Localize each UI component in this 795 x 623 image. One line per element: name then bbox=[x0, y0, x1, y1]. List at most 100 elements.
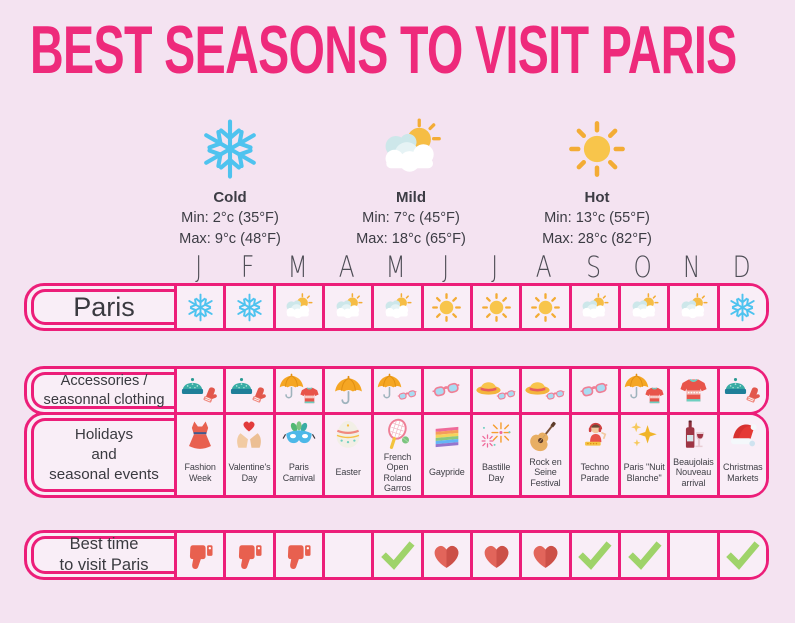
sun-behind-cloud-icon bbox=[378, 116, 444, 182]
event-caption: Techno Parade bbox=[580, 462, 610, 483]
wine-icon bbox=[676, 418, 710, 452]
snowflake-icon bbox=[197, 116, 263, 182]
best_time-cell bbox=[223, 533, 273, 577]
best_time-cell bbox=[617, 533, 668, 577]
accessories-cell bbox=[420, 369, 470, 412]
page-title: BEST SEASONS TO VISIT PARIS bbox=[30, 11, 737, 88]
best-time-cells bbox=[174, 533, 766, 577]
event-caption: Bastille Day bbox=[482, 462, 511, 483]
check-icon bbox=[380, 538, 415, 573]
best-time-row-label-cell: Best time to visit Paris bbox=[31, 535, 174, 574]
tennis-icon bbox=[380, 418, 414, 452]
legend-cold-name: Cold bbox=[213, 189, 247, 206]
holidays-cell: Rock en Seine Festival bbox=[519, 415, 569, 495]
heart-icon bbox=[479, 538, 514, 573]
suncloud-icon bbox=[333, 292, 364, 323]
holidays-label-line2: and bbox=[91, 446, 117, 463]
heart-icon bbox=[429, 538, 464, 573]
thumbdown-icon bbox=[281, 538, 316, 573]
sunglasses-icon bbox=[495, 384, 518, 407]
accessories-cell bbox=[667, 369, 717, 412]
mitten-icon bbox=[248, 384, 271, 407]
weather-cell bbox=[174, 286, 224, 328]
accessories-label-line1: Accessories / bbox=[60, 373, 148, 389]
event-caption: Gaypride bbox=[428, 467, 465, 478]
legend-hot-max: Max: 28°c (82°F) bbox=[542, 230, 652, 247]
weather-cell bbox=[420, 286, 470, 328]
best_time-cell bbox=[371, 533, 421, 577]
best_time-cell bbox=[667, 533, 717, 577]
event-caption: Paris "Nuit Blanche" bbox=[623, 462, 665, 483]
egg-icon bbox=[331, 418, 365, 452]
best_time-cell bbox=[716, 533, 766, 577]
best_time-cell bbox=[174, 533, 224, 577]
paris-weather-cells bbox=[174, 286, 766, 328]
accessories-cell bbox=[321, 369, 372, 412]
month-letter: A bbox=[338, 249, 355, 285]
suncloud-icon bbox=[283, 292, 314, 323]
month-letter: J bbox=[441, 249, 449, 285]
legend-cold: Cold Min: 2°c (35°F) Max: 9°c (48°F) bbox=[120, 112, 340, 249]
accessories-cell bbox=[519, 369, 569, 412]
santahat-icon bbox=[726, 418, 760, 452]
holidays-cell: Paris "Nuit Blanche" bbox=[617, 415, 668, 495]
weather-cell bbox=[223, 286, 273, 328]
snowflake-icon bbox=[185, 292, 216, 323]
dress-icon bbox=[183, 418, 217, 452]
sunglasses-icon bbox=[544, 384, 567, 407]
holidays-cell: Beaujolais Nouveau arrival bbox=[667, 415, 717, 495]
holidays-cell: Easter bbox=[321, 415, 372, 495]
holidays-cell: Fashion Week bbox=[174, 415, 224, 495]
holidays-cell: Christmas Markets bbox=[716, 415, 766, 495]
sweater-icon bbox=[677, 374, 710, 407]
check-icon bbox=[627, 538, 662, 573]
holidays-label-line1: Holidays bbox=[74, 426, 134, 443]
accessories-cell bbox=[716, 369, 766, 412]
accessories-cell bbox=[469, 369, 520, 412]
event-caption: French Open Roland Garros bbox=[383, 452, 412, 494]
accessories-cell bbox=[272, 369, 322, 412]
month-letter: S bbox=[585, 249, 601, 285]
paris-row-label-cell: Paris bbox=[31, 289, 174, 325]
best_time-cell bbox=[420, 533, 470, 577]
event-caption: Christmas Markets bbox=[722, 462, 763, 483]
accessories-row-label-cell: Accessories / seasonnal clothing bbox=[31, 372, 174, 409]
handsheart-icon bbox=[232, 418, 266, 452]
sunglasses-icon bbox=[430, 374, 463, 407]
best_time-cell bbox=[321, 533, 372, 577]
holidays-row: Holidays and seasonal events Fashion Wee… bbox=[24, 412, 769, 498]
legend-hot-icon-wrap bbox=[487, 112, 707, 186]
legend-mild-name: Mild bbox=[396, 189, 426, 206]
weather-cell bbox=[272, 286, 322, 328]
accessories-row: Accessories / seasonnal clothing bbox=[24, 366, 769, 415]
sun-icon bbox=[481, 292, 512, 323]
suncloud-icon bbox=[678, 292, 709, 323]
mitten-icon bbox=[742, 384, 765, 407]
legend-hot: Hot Min: 13°c (55°F) Max: 28°c (82°F) bbox=[487, 112, 707, 249]
sun-icon bbox=[431, 292, 462, 323]
best_time-cell bbox=[272, 533, 322, 577]
sun-icon bbox=[567, 119, 627, 179]
check-icon bbox=[725, 538, 760, 573]
month-letter: D bbox=[732, 249, 751, 285]
legend-hot-name: Hot bbox=[584, 189, 610, 206]
event-caption: Fashion Week bbox=[184, 462, 216, 483]
event-caption: Valentine's Day bbox=[228, 462, 271, 483]
accessories-cell bbox=[617, 369, 668, 412]
legend-cold-max: Max: 9°c (48°F) bbox=[179, 230, 281, 247]
accessories-cell bbox=[223, 369, 273, 412]
holidays-cell: Valentine's Day bbox=[223, 415, 273, 495]
month-letter: A bbox=[536, 249, 552, 285]
guitar-icon bbox=[528, 418, 562, 452]
umbrella-icon bbox=[332, 374, 365, 407]
month-letter: J bbox=[491, 249, 499, 285]
best-time-label-line2: to visit Paris bbox=[59, 556, 149, 574]
holidays-cell: Bastille Day bbox=[469, 415, 520, 495]
weather-cell bbox=[716, 286, 766, 328]
event-caption: Paris Carnival bbox=[282, 462, 315, 483]
accessories-cells bbox=[174, 369, 766, 412]
sun-icon bbox=[530, 292, 561, 323]
paris-label: Paris bbox=[73, 292, 135, 322]
